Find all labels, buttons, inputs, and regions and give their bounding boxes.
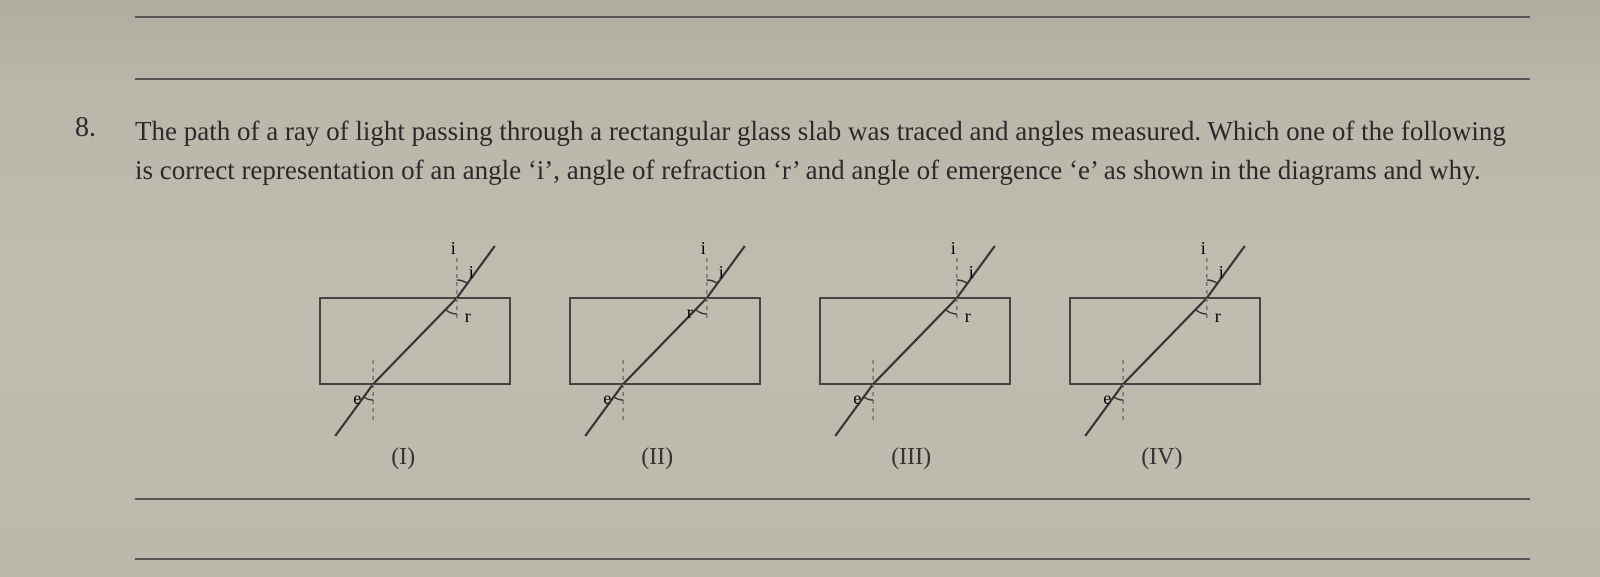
label-e: e xyxy=(353,388,361,408)
arc-e xyxy=(1114,397,1123,400)
label-i-top: i xyxy=(701,238,706,258)
arc-i xyxy=(957,280,968,283)
arc-r xyxy=(446,309,457,314)
arc-i xyxy=(1207,280,1218,283)
label-i-top: i xyxy=(1201,238,1206,258)
arc-e xyxy=(864,397,873,400)
figure-row: iire(I)iire(II)iire(III)iire(IV) xyxy=(310,246,1310,466)
refracted-ray xyxy=(873,298,957,384)
label-r: r xyxy=(1215,306,1221,326)
incident-ray xyxy=(707,246,745,298)
question-number: 8. xyxy=(75,112,96,144)
arc-r xyxy=(1196,309,1207,314)
diagram-2: iire xyxy=(560,246,800,466)
refracted-ray xyxy=(623,298,707,384)
diagram-label-4: (IV) xyxy=(1141,444,1182,471)
label-i-top: i xyxy=(951,238,956,258)
hr-2 xyxy=(135,78,1530,80)
diagram-label-1: (I) xyxy=(391,444,415,471)
arc-i xyxy=(707,280,718,283)
label-e: e xyxy=(853,388,861,408)
label-r: r xyxy=(687,302,693,322)
label-i-top: i xyxy=(451,238,456,258)
label-i: i xyxy=(969,262,974,282)
label-i: i xyxy=(1219,262,1224,282)
incident-ray xyxy=(457,246,495,298)
arc-r xyxy=(695,309,707,314)
diagram-3: iire xyxy=(810,246,1050,466)
hr-4 xyxy=(135,558,1530,560)
arc-e xyxy=(364,397,373,400)
label-i: i xyxy=(719,262,724,282)
hr-3 xyxy=(135,498,1530,500)
label-r: r xyxy=(965,306,971,326)
label-i: i xyxy=(469,262,474,282)
label-e: e xyxy=(1103,388,1111,408)
page: 8. The path of a ray of light passing th… xyxy=(0,0,1600,577)
question-text: The path of a ray of light passing throu… xyxy=(135,112,1530,190)
diagram-4: iire xyxy=(1060,246,1300,466)
diagram-label-3: (III) xyxy=(891,444,931,471)
incident-ray xyxy=(1207,246,1245,298)
refracted-ray xyxy=(1123,298,1207,384)
label-e: e xyxy=(603,388,611,408)
arc-r xyxy=(946,309,957,314)
refracted-ray xyxy=(373,298,457,384)
diagram-1: iire xyxy=(310,246,550,466)
diagram-label-2: (II) xyxy=(641,444,673,471)
hr-1 xyxy=(135,16,1530,18)
arc-e xyxy=(614,397,623,400)
incident-ray xyxy=(957,246,995,298)
arc-i xyxy=(457,280,468,283)
label-r: r xyxy=(465,306,471,326)
